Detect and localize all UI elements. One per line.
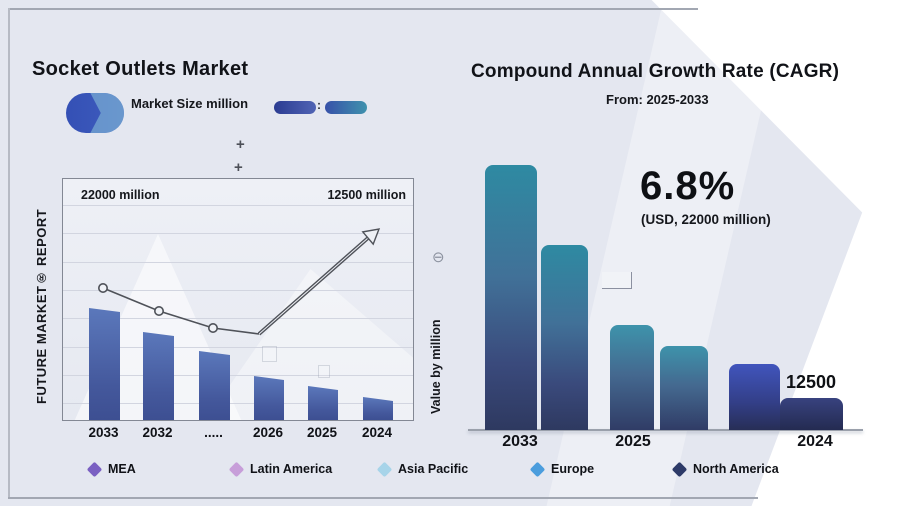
cagr-value: 6.8% <box>640 164 736 208</box>
diamond-marker <box>228 461 245 477</box>
cagr-bar-chart: 12500 2033 2025 2024 <box>468 150 863 450</box>
ratio-colon: : <box>317 98 321 112</box>
trend-line-arrow <box>97 228 381 336</box>
bar-2025 <box>308 386 338 420</box>
legend-label: Latin America <box>250 462 333 476</box>
market-size-pill-facet <box>90 93 124 133</box>
region-legend: MEA Latin America Asia Pacific Europe North … <box>0 461 900 486</box>
brand-vertical-text: FUTURE MARKET® REPORT <box>34 208 49 404</box>
market-size-pill-icon <box>66 93 124 133</box>
cagr-x-label-2025: 2025 <box>615 433 651 450</box>
diamond-marker <box>86 461 103 477</box>
ghost-document-icon <box>262 346 277 362</box>
x-label-2032: 2032 <box>142 425 173 440</box>
diamond-marker <box>376 461 393 477</box>
gridline <box>63 233 413 235</box>
gridline <box>63 261 413 263</box>
frame-left-line <box>8 8 10 498</box>
cagr-bar-2033-b <box>541 245 588 430</box>
value-axis-label: Value by million <box>429 319 443 414</box>
plus-mark-top: + <box>236 136 245 153</box>
cagr-x-label-2024: 2024 <box>797 433 833 450</box>
cagr-bar-2033-a <box>485 165 537 430</box>
bar-2033 <box>89 308 120 420</box>
plus-mark-bottom: + <box>234 159 243 176</box>
legend-label: Asia Pacific <box>398 462 469 476</box>
bar-2024 <box>363 397 393 420</box>
bar-2026 <box>254 376 284 420</box>
cagr-bar-2025-a <box>610 325 654 430</box>
legend-label: Europe <box>551 462 595 476</box>
legend-item-europe: Europe <box>529 461 595 477</box>
x-label-2026: 2026 <box>252 425 284 440</box>
corner-bracket-shape <box>602 272 632 289</box>
bar-..... <box>199 351 230 420</box>
gridline <box>63 403 413 405</box>
minus-circle-icon: ⊖ <box>432 249 445 266</box>
x-label-.....: ..... <box>204 425 223 440</box>
gridline <box>63 205 413 206</box>
chart-max-label: 22000 million <box>81 188 160 202</box>
legend-label: North America <box>693 462 779 476</box>
annotation-12500: 12500 <box>786 372 837 392</box>
ghost-document-icon <box>318 365 330 378</box>
gridline <box>63 346 413 348</box>
bar-2032 <box>143 332 174 420</box>
frame-bottom-line <box>8 497 758 499</box>
diamond-marker <box>671 461 688 477</box>
x-axis-line <box>468 429 863 431</box>
frame-top-line <box>8 8 698 10</box>
page-title: Socket Outlets Market <box>32 58 249 80</box>
legend-item-north-america: North America <box>671 461 779 477</box>
legend-item-asia-pacific: Asia Pacific <box>376 461 469 477</box>
chart-end-label: 12500 million <box>327 188 406 202</box>
cagr-subtitle: From: 2025-2033 <box>606 92 709 107</box>
gridline <box>63 289 413 291</box>
gridline <box>63 318 413 320</box>
x-label-2025: 2025 <box>306 425 338 440</box>
x-label-2033: 2033 <box>88 425 119 440</box>
cagr-x-label-2033: 2033 <box>502 433 538 450</box>
legend-label: MEA <box>108 462 136 476</box>
cagr-bar-2024-b <box>780 398 843 430</box>
cagr-bar-2024-a <box>729 364 780 430</box>
cagr-basis: (USD, 22000 million) <box>641 212 771 227</box>
ratio-pill-left <box>274 101 316 114</box>
market-size-chart: 22000 million 12500 million <box>62 178 414 421</box>
gridline <box>63 374 413 376</box>
x-label-2024: 2024 <box>361 425 393 440</box>
cagr-title: Compound Annual Growth Rate (CAGR) <box>471 61 840 82</box>
market-size-label: Market Size million <box>131 96 249 111</box>
ratio-pill-right <box>325 101 367 114</box>
cagr-bar-2025-b <box>660 346 708 430</box>
diamond-marker <box>529 461 546 477</box>
legend-item-latin-america: Latin America <box>228 461 333 477</box>
legend-item-mea: MEA <box>86 461 136 477</box>
